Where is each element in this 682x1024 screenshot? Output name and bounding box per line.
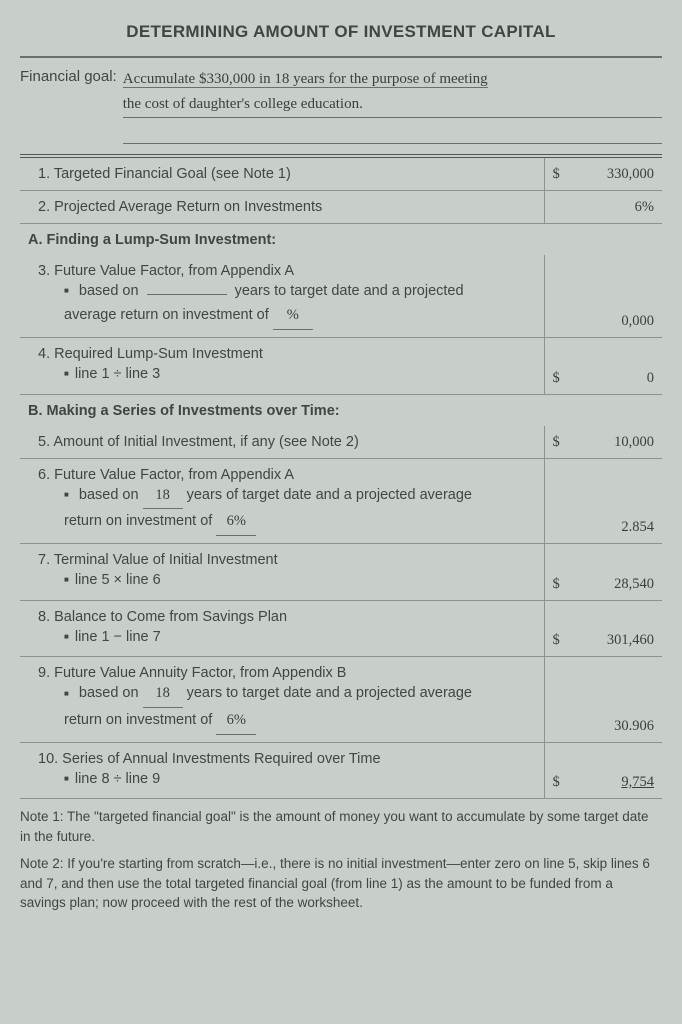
row-7: 7. Terminal Value of Initial Investment … <box>20 543 662 600</box>
row-9-cell: 9. Future Value Annuity Factor, from App… <box>20 657 544 742</box>
row-6-cell: 6. Future Value Factor, from Appendix A … <box>20 458 544 543</box>
row-1: 1. Targeted Financial Goal (see Note 1) … <box>20 158 662 191</box>
row-8-value: $ 301,460 <box>544 600 662 657</box>
worksheet-page: DETERMINING AMOUNT OF INVESTMENT CAPITAL… <box>0 0 682 1024</box>
row-7-value: $ 28,540 <box>544 543 662 600</box>
row-9-value: 30.906 <box>544 657 662 742</box>
row-2-label: 2. Projected Average Return on Investmen… <box>20 190 544 223</box>
row-1-label: 1. Targeted Financial Goal (see Note 1) <box>20 158 544 191</box>
row-4: 4. Required Lump-Sum Investment line 1 ÷… <box>20 338 662 395</box>
goal-text: Accumulate $330,000 in 18 years for the … <box>123 68 662 144</box>
row-5: 5. Amount of Initial Investment, if any … <box>20 426 662 459</box>
financial-goal-row: Financial goal: Accumulate $330,000 in 1… <box>20 68 662 144</box>
row-6: 6. Future Value Factor, from Appendix A … <box>20 458 662 543</box>
blank-years <box>147 281 227 295</box>
section-a-label: A. Finding a Lump-Sum Investment: <box>20 223 662 255</box>
divider <box>20 56 662 58</box>
row-4-value: $ 0 <box>544 338 662 395</box>
row-3-value: 0,000 <box>544 255 662 338</box>
row-6-value: 2.854 <box>544 458 662 543</box>
row-3-cell: 3. Future Value Factor, from Appendix A … <box>20 255 544 338</box>
row-10: 10. Series of Annual Investments Require… <box>20 742 662 799</box>
row-10-value: $ 9,754 <box>544 742 662 799</box>
row-10-cell: 10. Series of Annual Investments Require… <box>20 742 544 799</box>
row-5-label: 5. Amount of Initial Investment, if any … <box>20 426 544 459</box>
section-b: B. Making a Series of Investments over T… <box>20 394 662 426</box>
note-1: Note 1: The "targeted financial goal" is… <box>20 807 662 846</box>
row-9: 9. Future Value Annuity Factor, from App… <box>20 657 662 742</box>
row-2-value: 6% <box>544 190 662 223</box>
worksheet-table: 1. Targeted Financial Goal (see Note 1) … <box>20 158 662 799</box>
goal-label: Financial goal: <box>20 68 123 85</box>
note-2: Note 2: If you're starting from scratch—… <box>20 854 662 913</box>
row-7-cell: 7. Terminal Value of Initial Investment … <box>20 543 544 600</box>
row-8: 8. Balance to Come from Savings Plan lin… <box>20 600 662 657</box>
row-3: 3. Future Value Factor, from Appendix A … <box>20 255 662 338</box>
section-a: A. Finding a Lump-Sum Investment: <box>20 223 662 255</box>
row-2: 2. Projected Average Return on Investmen… <box>20 190 662 223</box>
section-b-label: B. Making a Series of Investments over T… <box>20 394 662 426</box>
row-1-value: $ 330,000 <box>544 158 662 191</box>
worksheet-title: DETERMINING AMOUNT OF INVESTMENT CAPITAL <box>20 22 662 42</box>
row-4-cell: 4. Required Lump-Sum Investment line 1 ÷… <box>20 338 544 395</box>
row-8-cell: 8. Balance to Come from Savings Plan lin… <box>20 600 544 657</box>
row-5-value: $ 10,000 <box>544 426 662 459</box>
